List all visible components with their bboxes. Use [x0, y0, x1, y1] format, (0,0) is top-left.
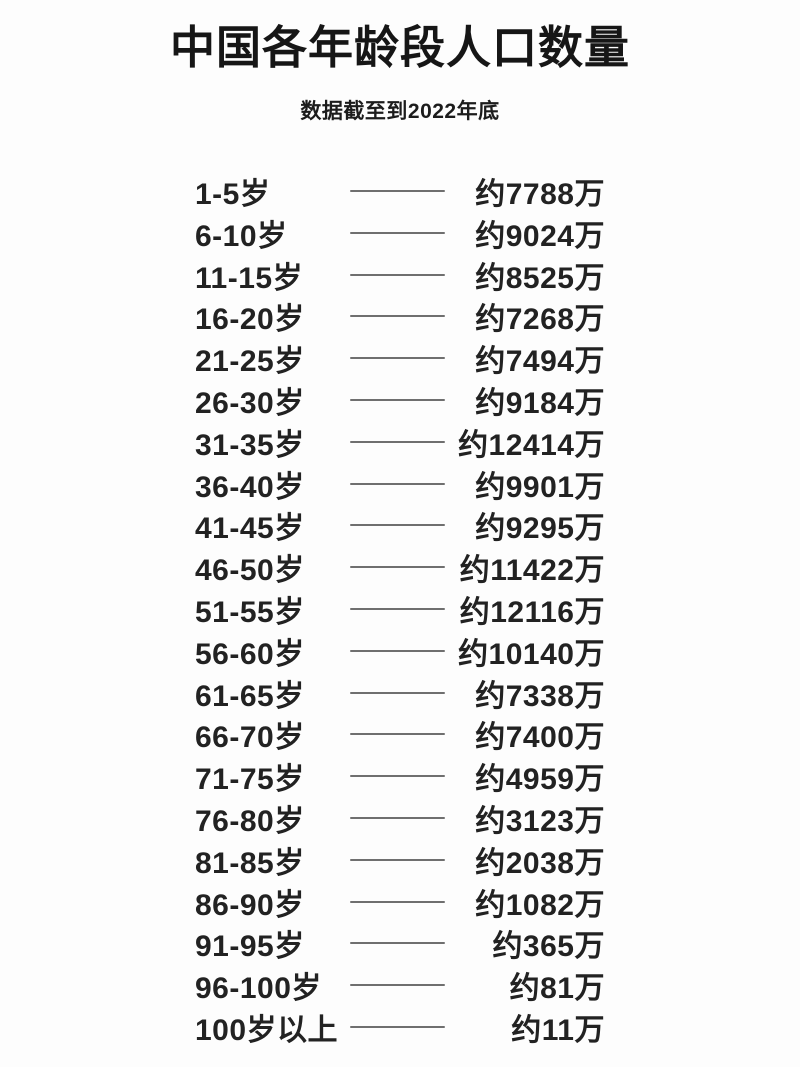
- table-row: 6-10岁 约9024万: [195, 212, 605, 254]
- population-value: 约7494万: [475, 345, 605, 379]
- age-range-label: 71-75岁: [195, 763, 305, 797]
- population-value: 约81万: [509, 972, 605, 1006]
- divider-line: [350, 817, 445, 820]
- age-range-label: 81-85岁: [195, 846, 305, 880]
- table-row: 1-5岁 约7788万: [195, 170, 605, 212]
- population-value: 约9901万: [475, 470, 605, 504]
- population-value: 约7788万: [475, 178, 605, 212]
- table-row: 21-25岁 约7494万: [195, 337, 605, 379]
- population-value: 约1082万: [475, 888, 605, 922]
- population-value: 约4959万: [475, 763, 605, 797]
- population-value: 约11422万: [459, 554, 605, 588]
- table-row: 11-15岁 约8525万: [195, 254, 605, 296]
- divider-line: [350, 482, 445, 485]
- divider-line: [350, 942, 445, 945]
- table-row: 16-20岁 约7268万: [195, 296, 605, 338]
- table-row: 71-75岁 约4959万: [195, 755, 605, 797]
- age-range-label: 21-25岁: [195, 345, 305, 379]
- divider-line: [350, 231, 445, 234]
- table-row: 100岁以上 约11万: [195, 1006, 605, 1048]
- subtitle: 数据截至到2022年底: [300, 100, 500, 124]
- population-value: 约9184万: [475, 387, 605, 421]
- population-value: 约7400万: [475, 721, 605, 755]
- population-value: 约7338万: [475, 679, 605, 713]
- population-value: 约11万: [511, 1014, 605, 1048]
- page-title: 中国各年龄段人口数量: [169, 22, 630, 73]
- divider-line: [350, 357, 445, 360]
- divider-line: [350, 858, 445, 861]
- age-range-label: 46-50岁: [195, 554, 305, 588]
- table-row: 86-90岁 约1082万: [195, 881, 605, 923]
- divider-line: [350, 733, 445, 736]
- population-value: 约3123万: [475, 805, 605, 839]
- age-range-label: 26-30岁: [195, 387, 305, 421]
- divider-line: [350, 440, 445, 443]
- age-range-label: 96-100岁: [195, 972, 322, 1006]
- population-value: 约12116万: [459, 596, 605, 630]
- population-value: 约10140万: [458, 637, 605, 671]
- age-range-label: 36-40岁: [195, 470, 305, 504]
- age-range-label: 86-90岁: [195, 888, 305, 922]
- table-row: 61-65岁 约7338万: [195, 672, 605, 714]
- divider-line: [350, 190, 445, 193]
- table-row: 46-50岁 约11422万: [195, 546, 605, 588]
- divider-line: [350, 524, 445, 527]
- table-row: 36-40岁 约9901万: [195, 463, 605, 505]
- age-range-label: 16-20岁: [195, 303, 305, 337]
- divider-line: [350, 273, 445, 276]
- age-range-label: 66-70岁: [195, 721, 305, 755]
- age-range-label: 31-35岁: [195, 428, 305, 462]
- age-range-label: 100岁以上: [195, 1014, 339, 1048]
- divider-line: [350, 315, 445, 318]
- table-row: 76-80岁 约3123万: [195, 797, 605, 839]
- age-range-label: 11-15岁: [195, 261, 304, 295]
- table-row: 81-85岁 约2038万: [195, 839, 605, 881]
- age-range-label: 1-5岁: [195, 178, 271, 212]
- table-row: 31-35岁 约12414万: [195, 421, 605, 463]
- table-row: 66-70岁 约7400万: [195, 714, 605, 756]
- table-row: 51-55岁 约12116万: [195, 588, 605, 630]
- population-value: 约2038万: [475, 846, 605, 880]
- age-range-label: 61-65岁: [195, 679, 305, 713]
- population-value: 约365万: [492, 930, 605, 964]
- population-value: 约9024万: [475, 219, 605, 253]
- age-range-label: 6-10岁: [195, 219, 288, 253]
- table-row: 56-60岁 约10140万: [195, 630, 605, 672]
- age-range-label: 56-60岁: [195, 637, 305, 671]
- population-value: 约12414万: [458, 428, 605, 462]
- table-row: 41-45岁 约9295万: [195, 505, 605, 547]
- divider-line: [350, 775, 445, 778]
- population-value: 约7268万: [475, 303, 605, 337]
- age-range-label: 76-80岁: [195, 805, 305, 839]
- table-row: 26-30岁 约9184万: [195, 379, 605, 421]
- divider-line: [350, 566, 445, 569]
- divider-line: [350, 649, 445, 652]
- age-range-label: 91-95岁: [195, 930, 305, 964]
- divider-line: [350, 900, 445, 903]
- age-range-label: 51-55岁: [195, 596, 305, 630]
- population-value: 约9295万: [475, 512, 605, 546]
- age-population-list: 1-5岁 约7788万 6-10岁 约9024万 11-15岁 约8525万 1…: [195, 170, 605, 1048]
- divider-line: [350, 691, 445, 694]
- table-row: 96-100岁 约81万: [195, 964, 605, 1006]
- table-row: 91-95岁 约365万: [195, 923, 605, 965]
- divider-line: [350, 399, 445, 402]
- population-value: 约8525万: [475, 261, 605, 295]
- divider-line: [350, 984, 445, 987]
- age-range-label: 41-45岁: [195, 512, 305, 546]
- divider-line: [350, 608, 445, 611]
- divider-line: [350, 1026, 445, 1029]
